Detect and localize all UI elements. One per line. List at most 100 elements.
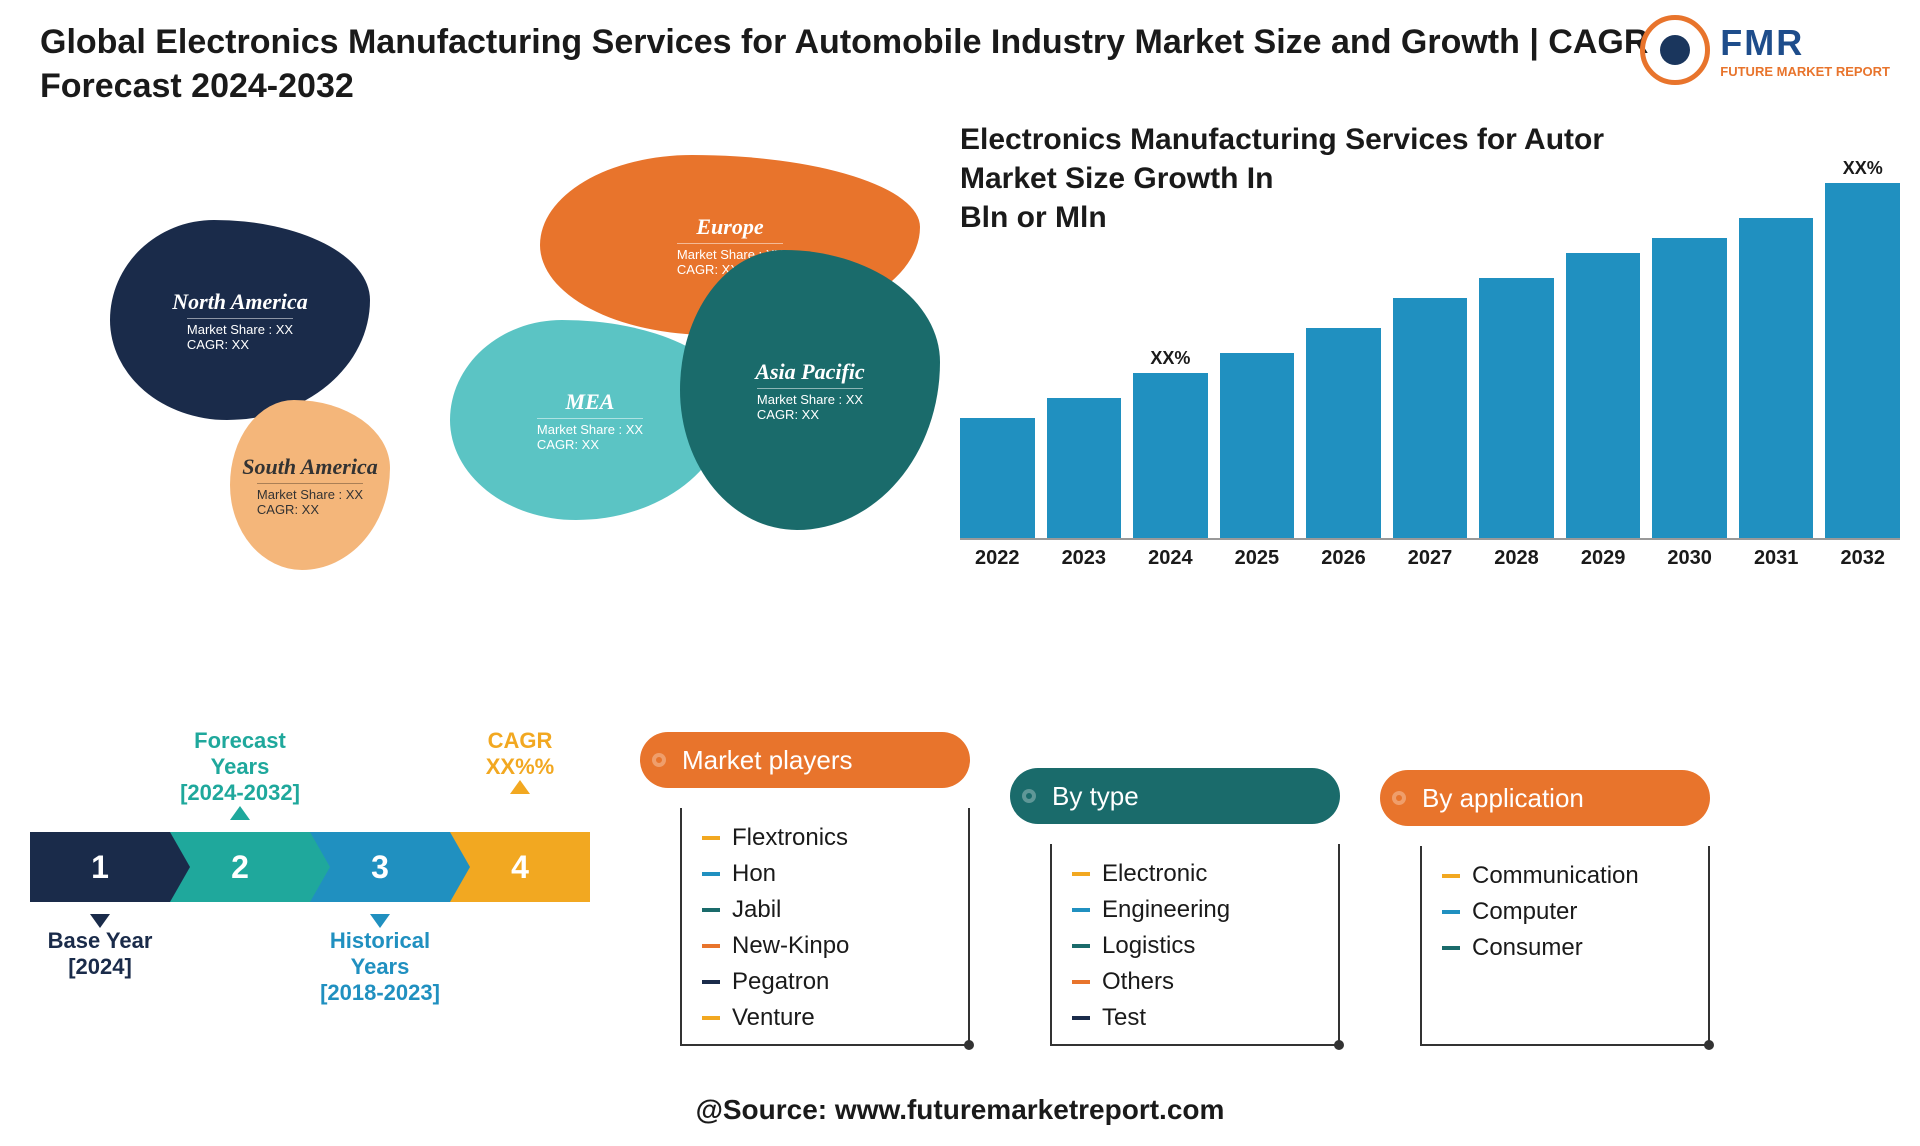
map-region: North America Market Share : XXCAGR: XX — [110, 220, 370, 420]
segment-item-label: Computer — [1472, 898, 1577, 926]
bar-year-label: 2022 — [960, 547, 1035, 570]
segment-item: Logistics — [1072, 928, 1318, 964]
bar-year-label: 2024 — [1133, 547, 1208, 570]
segment-body: Electronic Engineering Logistics Others Test — [1050, 844, 1340, 1046]
segment-panel: By type Electronic Engineering Logistics Ot… — [1010, 768, 1340, 1046]
stepper-top-labels: Forecast Years[2024-2032]CAGRXX%% — [30, 728, 590, 824]
region-name: MEA — [566, 389, 615, 415]
logo-main: FMR — [1720, 22, 1890, 64]
segment-panel: By application Communication Computer Cons… — [1380, 770, 1710, 1046]
segment-panel: Market players FlextronicsHonJabilNew-Ki… — [640, 732, 970, 1046]
segment-item: Others — [1072, 964, 1318, 1000]
bar — [1306, 328, 1381, 538]
segment-item-label: Hon — [732, 860, 776, 888]
item-tick-icon — [1072, 908, 1090, 912]
bar-column: 2031 — [1739, 218, 1814, 538]
world-map: North America Market Share : XXCAGR: XX E… — [40, 130, 940, 570]
item-tick-icon — [702, 908, 720, 912]
region-stats: Market Share : XXCAGR: XX — [257, 483, 363, 517]
item-tick-icon — [1442, 910, 1460, 914]
map-region: Asia Pacific Market Share : XXCAGR: XX — [680, 250, 940, 530]
item-tick-icon — [702, 1016, 720, 1020]
segment-item-label: Electronic — [1102, 860, 1207, 888]
stepper-bottom-label: Historical Years[2018-2023] — [310, 914, 450, 1006]
segment-item: Hon — [702, 856, 948, 892]
bar-column: 2026 — [1306, 328, 1381, 538]
stepper-boxes: 1234 — [30, 832, 590, 902]
item-tick-icon — [702, 980, 720, 984]
segment-item-label: Logistics — [1102, 932, 1195, 960]
item-tick-icon — [1442, 874, 1460, 878]
bar — [1047, 398, 1122, 538]
bar — [1133, 373, 1208, 538]
bar-column: 2025 — [1220, 353, 1295, 538]
bar — [1825, 183, 1900, 538]
segment-item-label: Venture — [732, 1004, 815, 1032]
bars-container: 2022 2023XX% 2024 2025 2026 2027 2028 20… — [960, 180, 1900, 540]
segment-item-label: New-Kinpo — [732, 932, 849, 960]
stepper-bottom-labels: Base Year[2024]Historical Years[2018-202… — [30, 910, 590, 1006]
segment-body: FlextronicsHonJabilNew-KinpoPegatronVent… — [680, 808, 970, 1046]
bar — [1739, 218, 1814, 538]
item-tick-icon — [1072, 980, 1090, 984]
bar-column: 2022 — [960, 418, 1035, 538]
region-stats: Market Share : XXCAGR: XX — [757, 388, 863, 422]
source-attribution: @Source: www.futuremarketreport.com — [0, 1094, 1920, 1126]
bar-column: 2027 — [1393, 298, 1468, 538]
bar-column: XX% 2032 — [1825, 183, 1900, 538]
segment-item-label: Others — [1102, 968, 1174, 996]
segment-item-label: Engineering — [1102, 896, 1230, 924]
segment-header: By application — [1380, 770, 1710, 826]
stepper-top-label: CAGRXX%% — [450, 728, 590, 794]
market-size-bar-chart: Electronics Manufacturing Services for A… — [960, 120, 1900, 580]
stepper-box: 4 — [450, 832, 590, 902]
segment-title: By type — [1052, 781, 1139, 812]
map-region: South America Market Share : XXCAGR: XX — [230, 400, 390, 570]
dot-icon — [1392, 791, 1406, 805]
bar-year-label: 2026 — [1306, 547, 1381, 570]
segment-item: Consumer — [1442, 930, 1688, 966]
region-stats: Market Share : XXCAGR: XX — [187, 318, 293, 352]
bar-value-label: XX% — [1150, 348, 1190, 369]
bar-year-label: 2028 — [1479, 547, 1554, 570]
segment-item: Venture — [702, 1000, 948, 1036]
bar — [1479, 278, 1554, 538]
item-tick-icon — [702, 872, 720, 876]
region-name: South America — [242, 454, 378, 480]
bar — [960, 418, 1035, 538]
item-tick-icon — [702, 836, 720, 840]
region-name: North America — [172, 289, 307, 315]
segment-header: By type — [1010, 768, 1340, 824]
bar — [1393, 298, 1468, 538]
bar-value-label: XX% — [1843, 158, 1883, 179]
bar-year-label: 2027 — [1393, 547, 1468, 570]
segment-item-label: Consumer — [1472, 934, 1583, 962]
segment-title: By application — [1422, 783, 1584, 814]
item-tick-icon — [702, 944, 720, 948]
bar-column: 2028 — [1479, 278, 1554, 538]
bar-year-label: 2032 — [1825, 547, 1900, 570]
logo-sub: FUTURE MARKET REPORT — [1720, 64, 1890, 79]
item-tick-icon — [1442, 946, 1460, 950]
segment-item: Computer — [1442, 894, 1688, 930]
bar-year-label: 2029 — [1566, 547, 1641, 570]
bar-column: XX% 2024 — [1133, 373, 1208, 538]
bar-column: 2030 — [1652, 238, 1727, 538]
segment-item: Test — [1072, 1000, 1318, 1036]
region-stats: Market Share : XXCAGR: XX — [537, 418, 643, 452]
region-name: Asia Pacific — [755, 359, 864, 385]
segment-item-label: Jabil — [732, 896, 781, 924]
segment-item-label: Test — [1102, 1004, 1146, 1032]
segment-item-label: Communication — [1472, 862, 1639, 890]
bar-year-label: 2031 — [1739, 547, 1814, 570]
segment-body: Communication Computer Consumer — [1420, 846, 1710, 1046]
stepper-box: 3 — [310, 832, 450, 902]
region-name: Europe — [696, 214, 763, 240]
item-tick-icon — [1072, 944, 1090, 948]
segment-item: Jabil — [702, 892, 948, 928]
bar-column: 2029 — [1566, 253, 1641, 538]
stepper-box: 1 — [30, 832, 170, 902]
bar-year-label: 2023 — [1047, 547, 1122, 570]
page-header: Global Electronics Manufacturing Service… — [40, 20, 1680, 108]
logo: FMR FUTURE MARKET REPORT — [1640, 15, 1890, 85]
